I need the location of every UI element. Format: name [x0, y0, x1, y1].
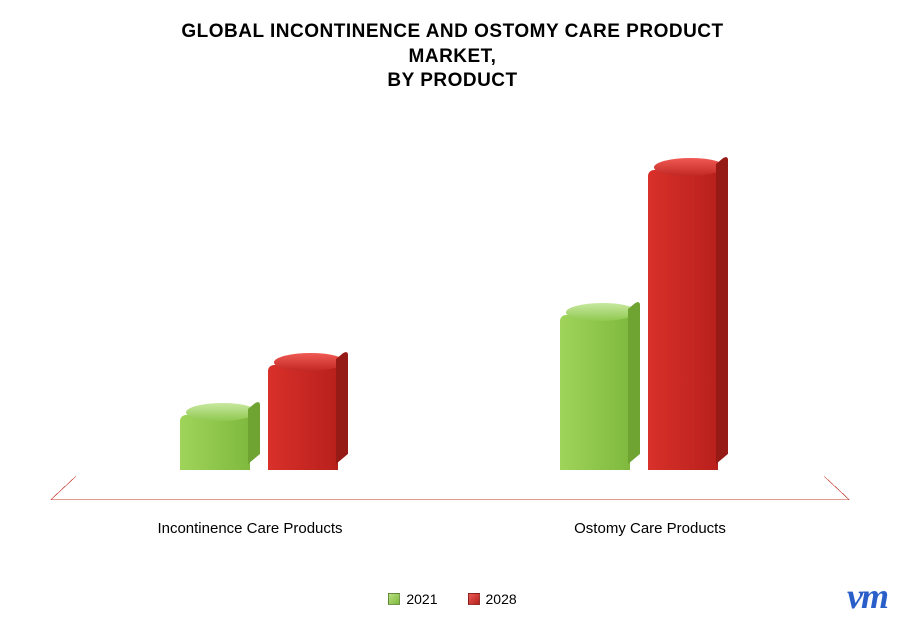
bar-incontinence-2028: [268, 365, 338, 470]
bar-side: [716, 154, 728, 464]
legend-swatch-icon: [468, 593, 480, 605]
vm-logo: vm: [847, 575, 887, 617]
category-label-ostomy: Ostomy Care Products: [450, 520, 850, 537]
legend-item-2021: 2021: [388, 591, 437, 607]
legend-swatch-icon: [388, 593, 400, 605]
title-line-1: GLOBAL INCONTINENCE AND OSTOMY CARE PROD…: [181, 21, 723, 42]
bar-front: [560, 315, 630, 470]
bar-side: [628, 299, 640, 464]
chart-legend: 2021 2028: [0, 591, 905, 607]
bar-ostomy-2021: [560, 315, 630, 470]
chart-floor: [50, 476, 850, 500]
legend-label: 2021: [406, 591, 437, 607]
bar-front: [268, 365, 338, 470]
category-labels: Incontinence Care Products Ostomy Care P…: [50, 520, 850, 537]
bar-group-ostomy: [560, 170, 718, 470]
bar-ostomy-2028: [648, 170, 718, 470]
title-line-3: BY PRODUCT: [387, 70, 517, 91]
legend-label: 2028: [486, 591, 517, 607]
bar-incontinence-2021: [180, 415, 250, 470]
bar-side: [248, 399, 260, 464]
legend-item-2028: 2028: [468, 591, 517, 607]
logo-text: vm: [847, 576, 887, 616]
bar-front: [648, 170, 718, 470]
bar-side: [336, 349, 348, 464]
chart-title: GLOBAL INCONTINENCE AND OSTOMY CARE PROD…: [0, 0, 905, 94]
bar-front: [180, 415, 250, 470]
chart-area: [50, 120, 850, 500]
category-label-incontinence: Incontinence Care Products: [50, 520, 450, 537]
title-line-2: MARKET,: [409, 46, 497, 67]
bar-group-incontinence: [180, 365, 338, 470]
